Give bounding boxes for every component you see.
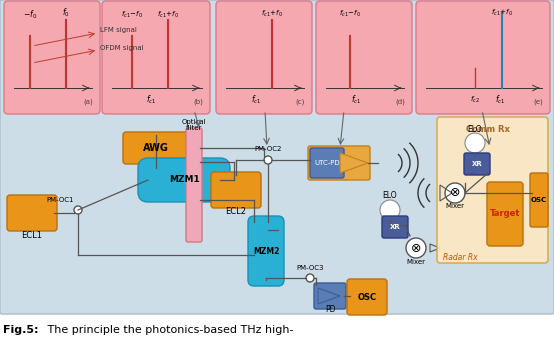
FancyBboxPatch shape [123,132,189,164]
Text: Radar Rx: Radar Rx [443,253,478,262]
Text: (b): (b) [193,99,203,105]
Text: $f_{c1}\!+\!f_0$: $f_{c1}\!+\!f_0$ [261,9,283,19]
Text: XR: XR [471,161,483,167]
Text: $f_{c2}$: $f_{c2}$ [470,95,480,105]
Text: $f_{c1}\!-\!f_0$: $f_{c1}\!-\!f_0$ [339,9,361,19]
Text: PM-OC3: PM-OC3 [296,265,324,271]
Text: $f_{c1}\!-\!f_0$: $f_{c1}\!-\!f_0$ [121,10,143,20]
Text: OSC: OSC [531,197,547,203]
Text: OSC: OSC [357,293,377,301]
Polygon shape [340,153,368,173]
Text: Mixer: Mixer [445,203,464,209]
Text: Fig.5:: Fig.5: [3,325,38,335]
FancyBboxPatch shape [316,1,412,114]
FancyBboxPatch shape [7,195,57,231]
Text: ECL1: ECL1 [22,231,43,239]
FancyBboxPatch shape [464,153,490,175]
Circle shape [264,156,272,164]
Text: (c): (c) [295,99,305,105]
Text: UTC-PD: UTC-PD [314,160,340,166]
Text: Comm Rx: Comm Rx [466,126,510,134]
FancyBboxPatch shape [186,128,202,242]
Text: $f_{c1}$: $f_{c1}$ [146,94,156,106]
FancyBboxPatch shape [248,216,284,286]
Text: XR: XR [389,224,401,230]
Circle shape [306,274,314,282]
FancyBboxPatch shape [437,117,548,263]
Text: PM-OC1: PM-OC1 [46,197,74,203]
Text: ELO: ELO [383,191,397,201]
Text: $f_{c1}$: $f_{c1}$ [351,94,361,106]
Text: The principle the photonics-based THz high-: The principle the photonics-based THz hi… [44,325,294,335]
FancyBboxPatch shape [4,1,100,114]
Text: PD: PD [325,306,335,315]
Text: $f_0$: $f_0$ [62,7,70,19]
Text: Mixer: Mixer [407,259,425,265]
FancyBboxPatch shape [216,1,312,114]
FancyBboxPatch shape [102,1,210,114]
FancyBboxPatch shape [347,279,387,315]
Text: ECL2: ECL2 [225,208,247,217]
FancyBboxPatch shape [487,182,523,246]
FancyBboxPatch shape [0,0,554,314]
FancyBboxPatch shape [530,173,548,227]
Text: ⊗: ⊗ [450,187,460,199]
Text: (e): (e) [533,99,543,105]
Text: PM-OC2: PM-OC2 [254,146,281,152]
Text: ELO: ELO [468,126,483,134]
Text: $f_{c1}$: $f_{c1}$ [495,94,505,106]
Text: $-f_0$: $-f_0$ [23,9,37,21]
FancyBboxPatch shape [138,158,230,202]
Circle shape [74,206,82,214]
Text: ⊗: ⊗ [411,241,421,254]
Text: Target: Target [490,210,520,218]
Circle shape [406,238,426,258]
Text: filter: filter [186,125,202,131]
Text: Optical: Optical [182,119,206,125]
Text: MZM2: MZM2 [253,246,279,256]
FancyBboxPatch shape [314,283,346,309]
Text: OFDM signal: OFDM signal [100,45,143,51]
Text: $f_{c1}\!+\!f_0$: $f_{c1}\!+\!f_0$ [491,8,513,18]
Text: MZM1: MZM1 [168,175,199,184]
Text: (a): (a) [83,99,93,105]
FancyBboxPatch shape [416,1,550,114]
Text: AWG: AWG [143,143,169,153]
Text: (d): (d) [395,99,405,105]
Circle shape [445,183,465,203]
Text: $f_{c1}$: $f_{c1}$ [251,94,261,106]
Circle shape [380,200,400,220]
Polygon shape [318,288,340,304]
Text: $f_{c1}\!+\!f_0$: $f_{c1}\!+\!f_0$ [157,10,179,20]
FancyBboxPatch shape [382,216,408,238]
FancyBboxPatch shape [308,146,370,180]
Circle shape [465,133,485,153]
FancyBboxPatch shape [310,148,344,178]
Text: LFM signal: LFM signal [100,27,137,33]
FancyBboxPatch shape [211,172,261,208]
